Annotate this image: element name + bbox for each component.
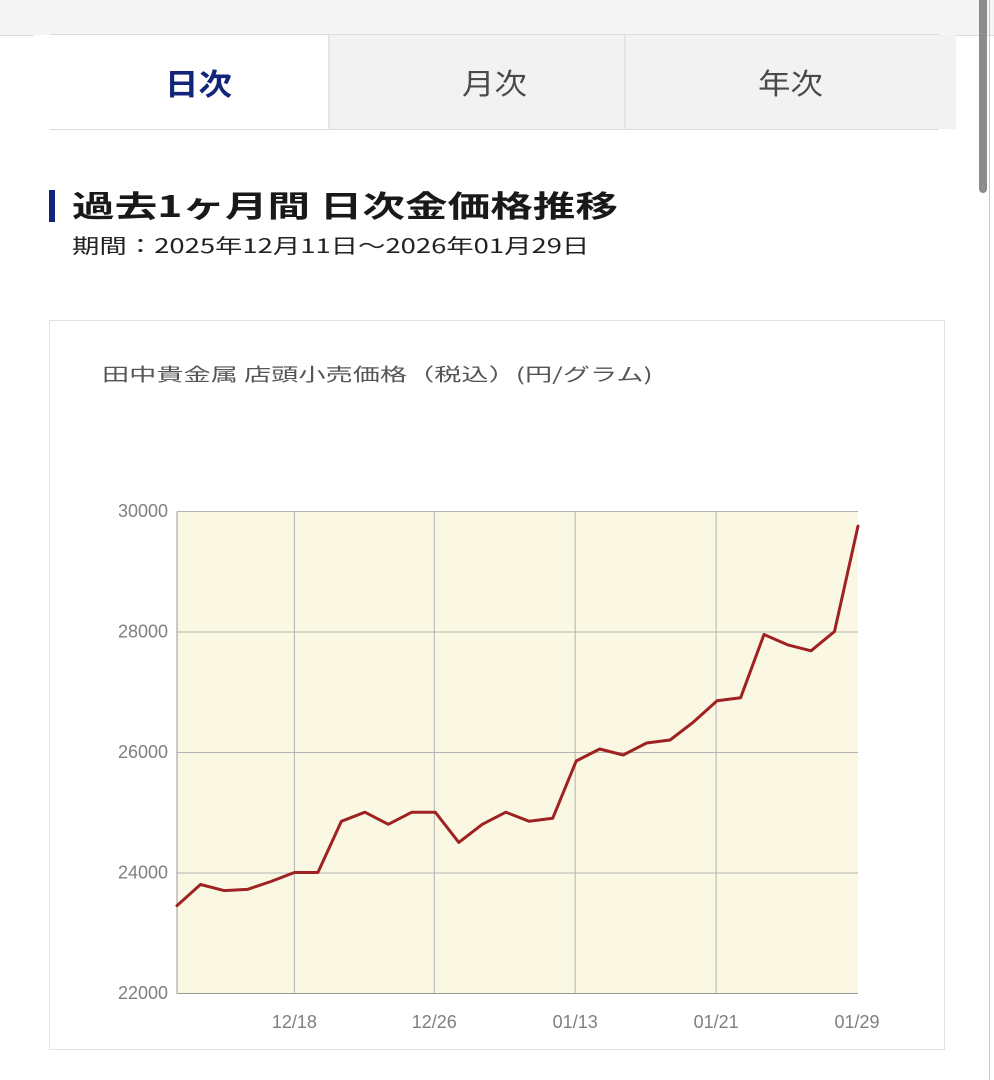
svg-text:28000: 28000 xyxy=(118,622,168,642)
svg-text:30000: 30000 xyxy=(118,501,168,521)
svg-text:01/13: 01/13 xyxy=(553,1012,598,1032)
svg-text:22000: 22000 xyxy=(118,983,168,1003)
svg-text:26000: 26000 xyxy=(118,742,168,762)
svg-text:24000: 24000 xyxy=(118,863,168,883)
svg-text:01/21: 01/21 xyxy=(694,1012,739,1032)
svg-text:01/29: 01/29 xyxy=(834,1012,879,1032)
svg-text:12/26: 12/26 xyxy=(412,1012,457,1032)
svg-text:12/18: 12/18 xyxy=(272,1012,317,1032)
